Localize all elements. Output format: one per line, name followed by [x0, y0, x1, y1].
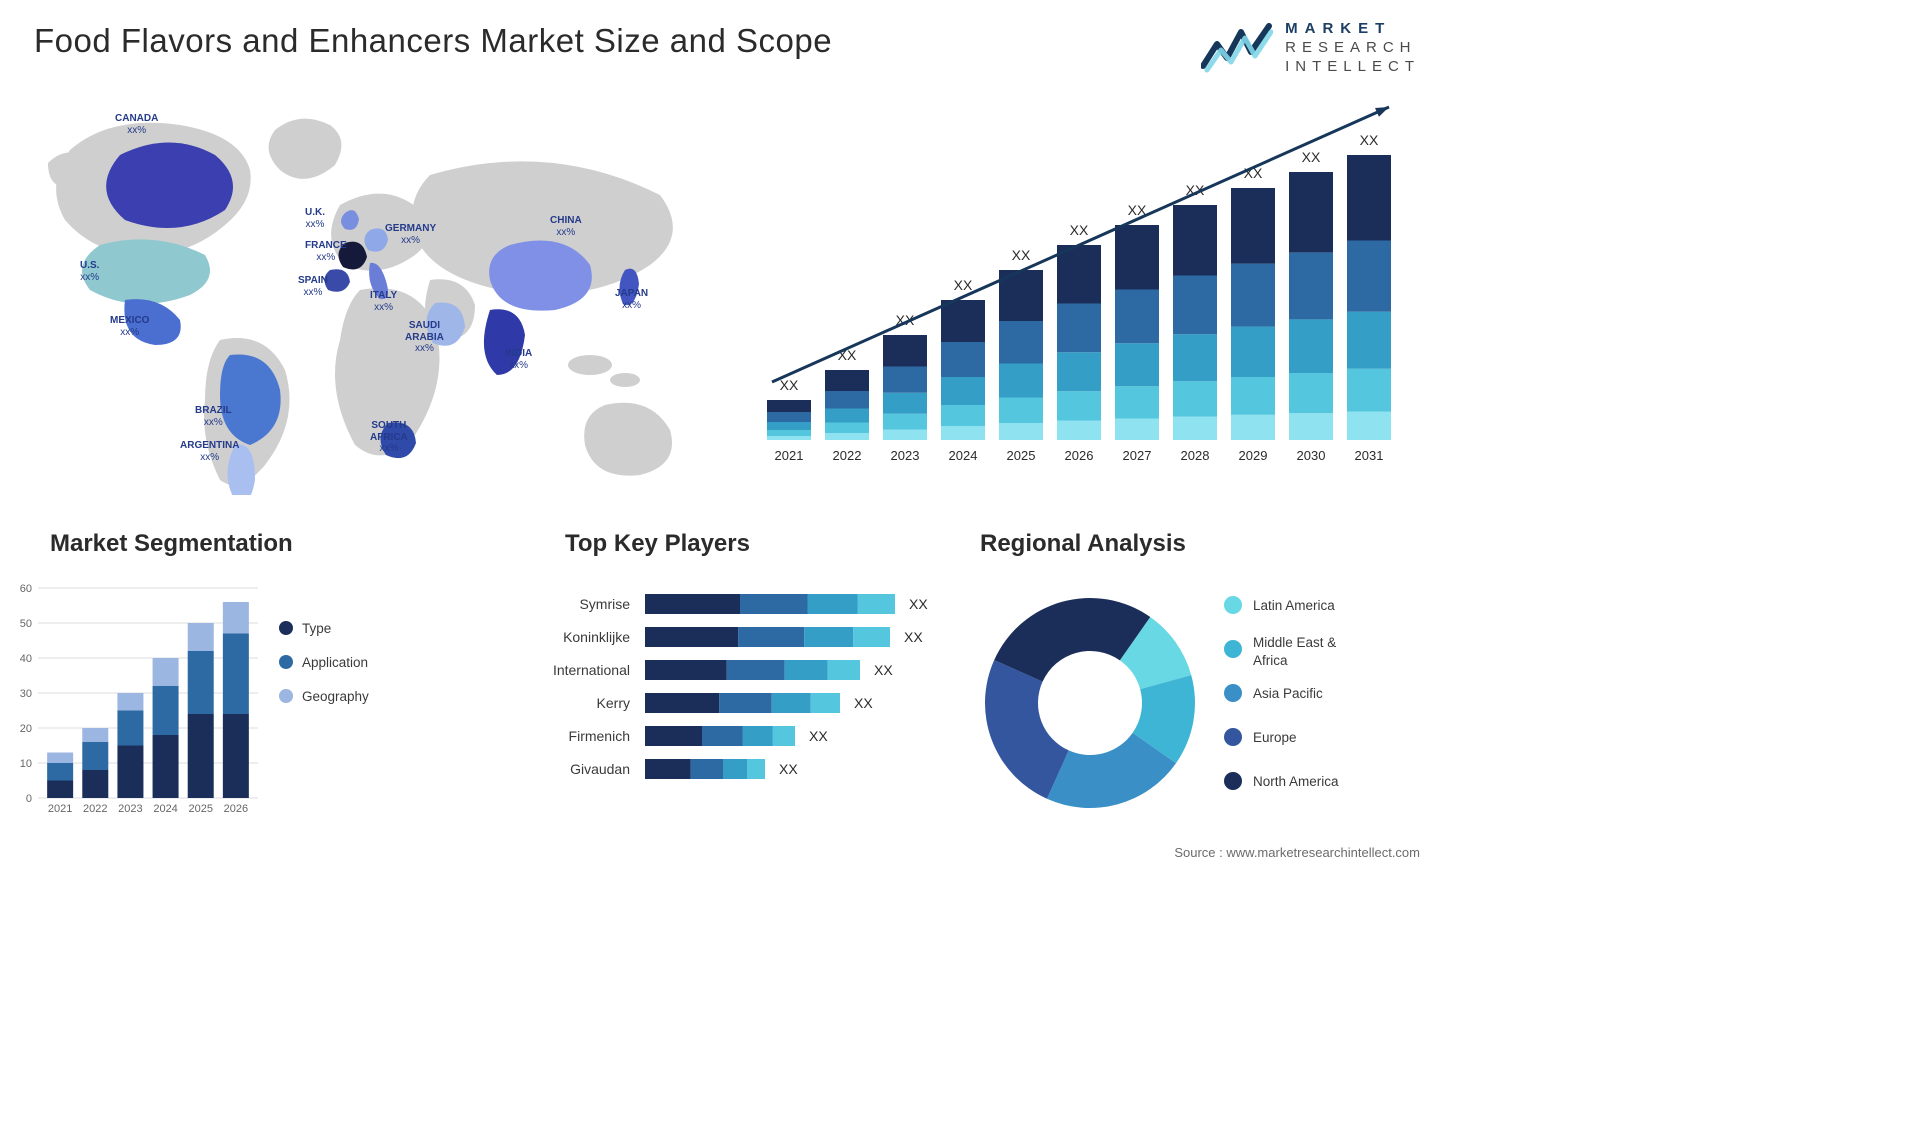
svg-text:Europe: Europe — [1253, 730, 1297, 745]
svg-text:2026: 2026 — [224, 803, 248, 815]
svg-text:XX: XX — [1360, 132, 1379, 148]
map-label: ARGENTINAxx% — [180, 440, 239, 463]
svg-text:2023: 2023 — [891, 448, 920, 463]
svg-text:Asia Pacific: Asia Pacific — [1253, 686, 1323, 701]
svg-text:Africa: Africa — [1253, 653, 1288, 668]
growth-chart-svg: XX2021XX2022XX2023XX2024XX2025XX2026XX20… — [755, 105, 1415, 485]
svg-text:40: 40 — [20, 653, 32, 665]
svg-text:2023: 2023 — [118, 803, 142, 815]
logo-line1: MARKET — [1285, 20, 1420, 39]
logo-text: MARKET RESEARCH INTELLECT — [1285, 20, 1420, 76]
map-label: ITALYxx% — [370, 290, 397, 313]
svg-text:10: 10 — [20, 758, 32, 770]
key-players-svg: Symrise XX Koninklijke XX International XX Ker… — [500, 580, 970, 825]
svg-text:2027: 2027 — [1123, 448, 1152, 463]
svg-text:Type: Type — [302, 621, 331, 636]
segmentation-title: Market Segmentation — [50, 530, 490, 558]
svg-text:50: 50 — [20, 618, 32, 630]
svg-text:XX: XX — [1012, 247, 1031, 263]
svg-text:XX: XX — [874, 662, 893, 678]
svg-text:2021: 2021 — [48, 803, 72, 815]
map-label: SOUTHAFRICAxx% — [370, 420, 408, 455]
svg-text:2031: 2031 — [1355, 448, 1384, 463]
svg-text:Application: Application — [302, 655, 368, 670]
world-map: CANADAxx% U.S.xx% MEXICOxx% BRAZILxx% ARGENT… — [30, 95, 730, 495]
svg-text:North America: North America — [1253, 774, 1339, 789]
svg-text:Firmenich: Firmenich — [569, 728, 630, 744]
map-label: MEXICOxx% — [110, 315, 149, 338]
map-label: SPAINxx% — [298, 275, 328, 298]
map-label: U.S.xx% — [80, 260, 99, 283]
regional-title: Regional Analysis — [980, 530, 1440, 558]
svg-text:XX: XX — [1070, 222, 1089, 238]
segmentation-svg: 0 10 20 30 40 50 60 2021 2022 2023 2024 2025 2026 Typ… — [8, 578, 448, 823]
svg-text:Koninklijke: Koninklijke — [563, 629, 630, 645]
map-label: CANADAxx% — [115, 113, 158, 136]
page-title: Food Flavors and Enhancers Market Size a… — [34, 22, 832, 60]
svg-text:2021: 2021 — [775, 448, 804, 463]
svg-text:XX: XX — [809, 728, 828, 744]
svg-text:2030: 2030 — [1297, 448, 1326, 463]
svg-text:2025: 2025 — [188, 803, 212, 815]
svg-text:20: 20 — [20, 723, 32, 735]
logo-mark-icon — [1201, 22, 1273, 74]
svg-text:Middle East &: Middle East & — [1253, 635, 1336, 650]
svg-text:2024: 2024 — [153, 803, 177, 815]
brand-logo: MARKET RESEARCH INTELLECT — [1201, 20, 1420, 76]
key-players-chart: Symrise XX Koninklijke XX International XX Ker… — [500, 580, 970, 825]
map-label: GERMANYxx% — [385, 223, 436, 246]
map-label: SAUDIARABIAxx% — [405, 320, 444, 355]
svg-text:Symrise: Symrise — [579, 596, 630, 612]
svg-text:2028: 2028 — [1181, 448, 1210, 463]
map-label: BRAZILxx% — [195, 405, 232, 428]
regional-chart: Latin America Middle East & Africa Asia Pac… — [975, 575, 1445, 830]
svg-text:2029: 2029 — [1239, 448, 1268, 463]
svg-text:XX: XX — [909, 596, 928, 612]
logo-line2: RESEARCH — [1285, 39, 1420, 58]
svg-text:XX: XX — [780, 377, 799, 393]
svg-text:International: International — [553, 662, 630, 678]
map-label: INDIAxx% — [505, 348, 532, 371]
svg-text:0: 0 — [26, 793, 32, 805]
regional-svg: Latin America Middle East & Africa Asia Pac… — [975, 575, 1445, 830]
logo-line3: INTELLECT — [1285, 58, 1420, 77]
map-label: CHINAxx% — [550, 215, 582, 238]
svg-text:2026: 2026 — [1065, 448, 1094, 463]
svg-text:30: 30 — [20, 688, 32, 700]
svg-text:2024: 2024 — [949, 448, 978, 463]
svg-text:Latin America: Latin America — [1253, 598, 1335, 613]
segmentation-chart: 0 10 20 30 40 50 60 2021 2022 2023 2024 2025 2026 Typ… — [8, 578, 448, 823]
svg-text:60: 60 — [20, 583, 32, 595]
svg-text:XX: XX — [954, 277, 973, 293]
svg-text:XX: XX — [1302, 149, 1321, 165]
growth-chart: XX2021XX2022XX2023XX2024XX2025XX2026XX20… — [755, 105, 1415, 485]
svg-text:XX: XX — [854, 695, 873, 711]
svg-text:2022: 2022 — [833, 448, 862, 463]
svg-text:XX: XX — [904, 629, 923, 645]
svg-text:Givaudan: Givaudan — [570, 761, 630, 777]
key-players-title: Top Key Players — [565, 530, 965, 558]
map-label: U.K.xx% — [305, 207, 325, 230]
svg-text:2022: 2022 — [83, 803, 107, 815]
svg-text:2025: 2025 — [1007, 448, 1036, 463]
svg-text:Kerry: Kerry — [597, 695, 630, 711]
map-label: FRANCExx% — [305, 240, 347, 263]
svg-text:XX: XX — [779, 761, 798, 777]
svg-text:Geography: Geography — [302, 689, 369, 704]
map-label: JAPANxx% — [615, 288, 648, 311]
source-attribution: Source : www.marketresearchintellect.com — [1174, 845, 1420, 860]
